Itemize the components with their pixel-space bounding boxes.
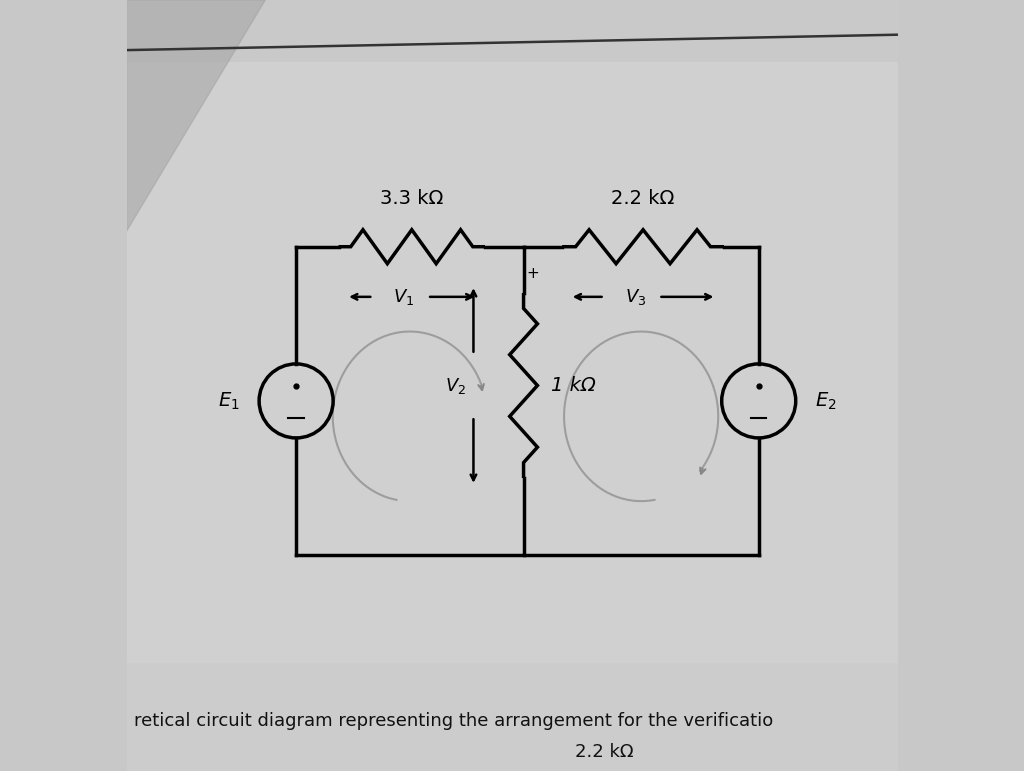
Text: $V_1$: $V_1$ (393, 287, 415, 307)
Polygon shape (127, 0, 265, 231)
Text: 2.2 kΩ: 2.2 kΩ (575, 742, 634, 761)
Text: 2.2 kΩ: 2.2 kΩ (611, 189, 675, 208)
Text: $V_2$: $V_2$ (444, 375, 466, 396)
Text: 1 kΩ: 1 kΩ (551, 376, 595, 395)
Text: 3.3 kΩ: 3.3 kΩ (380, 189, 443, 208)
Bar (127, 663, 897, 771)
Text: $V_3$: $V_3$ (625, 287, 646, 307)
Text: $E_2$: $E_2$ (815, 390, 837, 412)
Text: +: + (526, 267, 540, 281)
Text: $E_1$: $E_1$ (218, 390, 240, 412)
Text: retical circuit diagram representing the arrangement for the verificatio: retical circuit diagram representing the… (134, 712, 773, 730)
